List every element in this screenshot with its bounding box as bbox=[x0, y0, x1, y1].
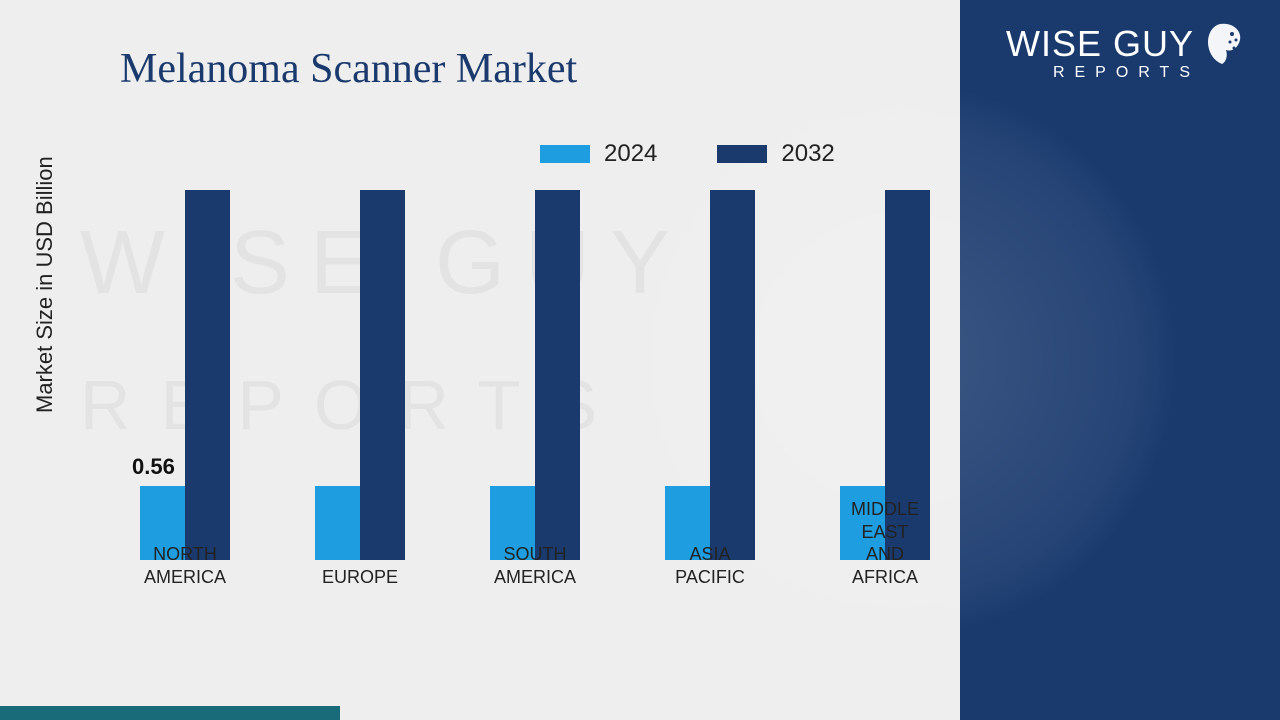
legend-label-2024: 2024 bbox=[604, 140, 657, 168]
category-label: SOUTHAMERICA bbox=[470, 543, 600, 588]
legend-item-2024: 2024 bbox=[540, 140, 657, 168]
legend-item-2032: 2032 bbox=[717, 140, 834, 168]
brand-head-icon bbox=[1202, 20, 1250, 68]
chart-area: Market Size in USD Billion 2024 2032 NOR… bbox=[60, 140, 960, 640]
bar-group: ASIAPACIFIC bbox=[665, 190, 755, 560]
bar bbox=[315, 486, 360, 560]
category-label: MIDDLEEASTANDAFRICA bbox=[820, 498, 950, 588]
bar-group: MIDDLEEASTANDAFRICA bbox=[840, 190, 930, 560]
bar-group: NORTHAMERICA bbox=[140, 190, 230, 560]
legend-swatch-2032 bbox=[717, 145, 767, 163]
category-label: ASIAPACIFIC bbox=[645, 543, 775, 588]
y-axis-label: Market Size in USD Billion bbox=[32, 156, 58, 413]
legend-swatch-2024 bbox=[540, 145, 590, 163]
bar bbox=[360, 190, 405, 560]
brand-logo: WISE GUY REPORTS bbox=[1006, 20, 1250, 82]
page-root: WISE GUY REPORTS WISE GUY REPORTS Melano… bbox=[0, 0, 1280, 720]
plot-area: NORTHAMERICA EUROPE SOUTHAMERICA ASIAPACIFI… bbox=[140, 190, 960, 560]
data-label: 0.56 bbox=[132, 454, 175, 480]
bar bbox=[185, 190, 230, 560]
chart-title: Melanoma Scanner Market bbox=[120, 45, 577, 93]
legend: 2024 2032 bbox=[540, 140, 835, 168]
bottom-accent-bar bbox=[0, 706, 340, 720]
bar-group: SOUTHAMERICA bbox=[490, 190, 580, 560]
bar bbox=[535, 190, 580, 560]
brand-main-text: WISE GUY bbox=[1006, 23, 1194, 65]
category-label: EUROPE bbox=[295, 566, 425, 589]
brand-sub-text: REPORTS bbox=[1006, 64, 1200, 82]
bar bbox=[710, 190, 755, 560]
category-label: NORTHAMERICA bbox=[120, 543, 250, 588]
legend-label-2032: 2032 bbox=[781, 140, 834, 168]
bar-group: EUROPE bbox=[315, 190, 405, 560]
brand-main: WISE GUY bbox=[1006, 20, 1250, 68]
